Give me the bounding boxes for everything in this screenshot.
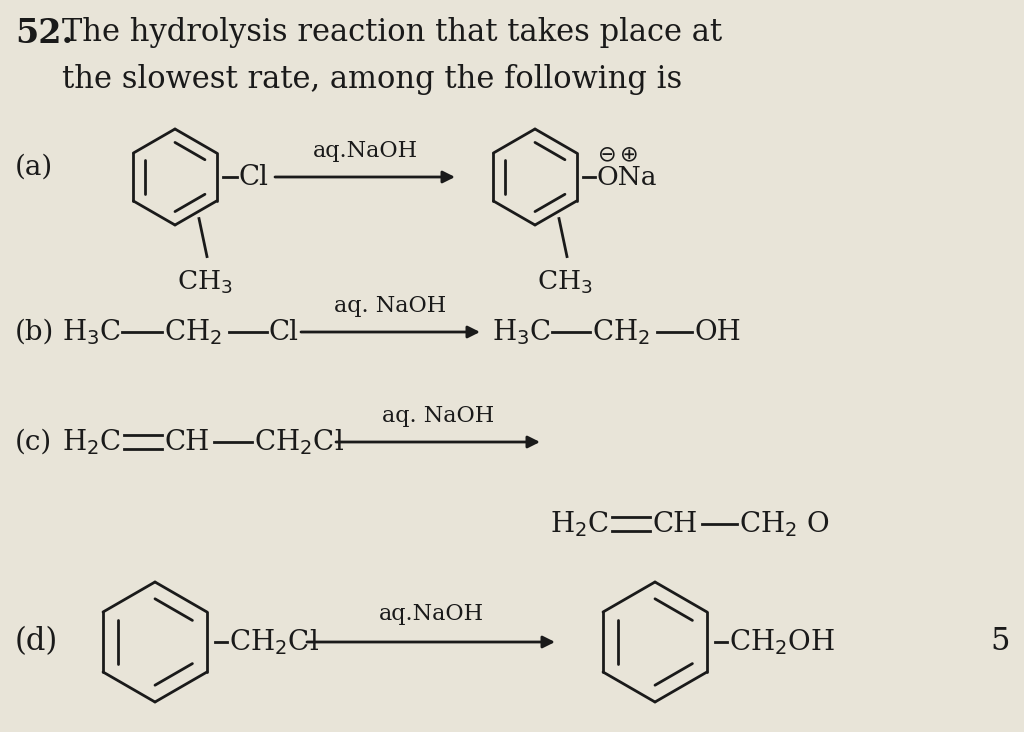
Text: Cl: Cl	[269, 318, 299, 346]
Text: 52.: 52.	[15, 17, 74, 50]
Text: CH$_2$OH: CH$_2$OH	[729, 627, 836, 657]
Text: H$_3$C: H$_3$C	[492, 317, 551, 347]
Text: The hydrolysis reaction that takes place at: The hydrolysis reaction that takes place…	[62, 17, 722, 48]
Text: ONa: ONa	[597, 165, 657, 190]
Text: CH$_3$: CH$_3$	[177, 269, 232, 296]
Text: CH: CH	[164, 428, 209, 455]
Text: 5: 5	[990, 627, 1010, 657]
Text: H$_2$C: H$_2$C	[62, 427, 121, 457]
Text: H$_2$C: H$_2$C	[550, 509, 609, 539]
Text: CH$_2$: CH$_2$	[164, 317, 222, 347]
Text: aq.NaOH: aq.NaOH	[312, 140, 418, 162]
Text: CH$_3$: CH$_3$	[538, 269, 593, 296]
Text: aq.NaOH: aq.NaOH	[379, 603, 483, 625]
Text: CH$_2$Cl: CH$_2$Cl	[229, 627, 319, 657]
Text: H$_3$C: H$_3$C	[62, 317, 121, 347]
Text: Cl: Cl	[239, 163, 269, 190]
Text: the slowest rate, among the following is: the slowest rate, among the following is	[62, 64, 682, 95]
Text: (b): (b)	[15, 318, 54, 346]
Text: (c): (c)	[15, 428, 52, 455]
Text: CH: CH	[652, 510, 697, 537]
Text: CH$_2$Cl: CH$_2$Cl	[254, 427, 344, 457]
Text: CH$_2$: CH$_2$	[739, 509, 797, 539]
Text: OH: OH	[694, 318, 740, 346]
Text: aq. NaOH: aq. NaOH	[382, 405, 495, 427]
Text: CH$_2$: CH$_2$	[592, 317, 650, 347]
Text: (d): (d)	[15, 627, 58, 657]
Text: aq. NaOH: aq. NaOH	[335, 295, 446, 317]
Text: $\ominus\oplus$: $\ominus\oplus$	[597, 144, 639, 166]
Text: O: O	[807, 510, 829, 537]
Text: (a): (a)	[15, 154, 53, 181]
